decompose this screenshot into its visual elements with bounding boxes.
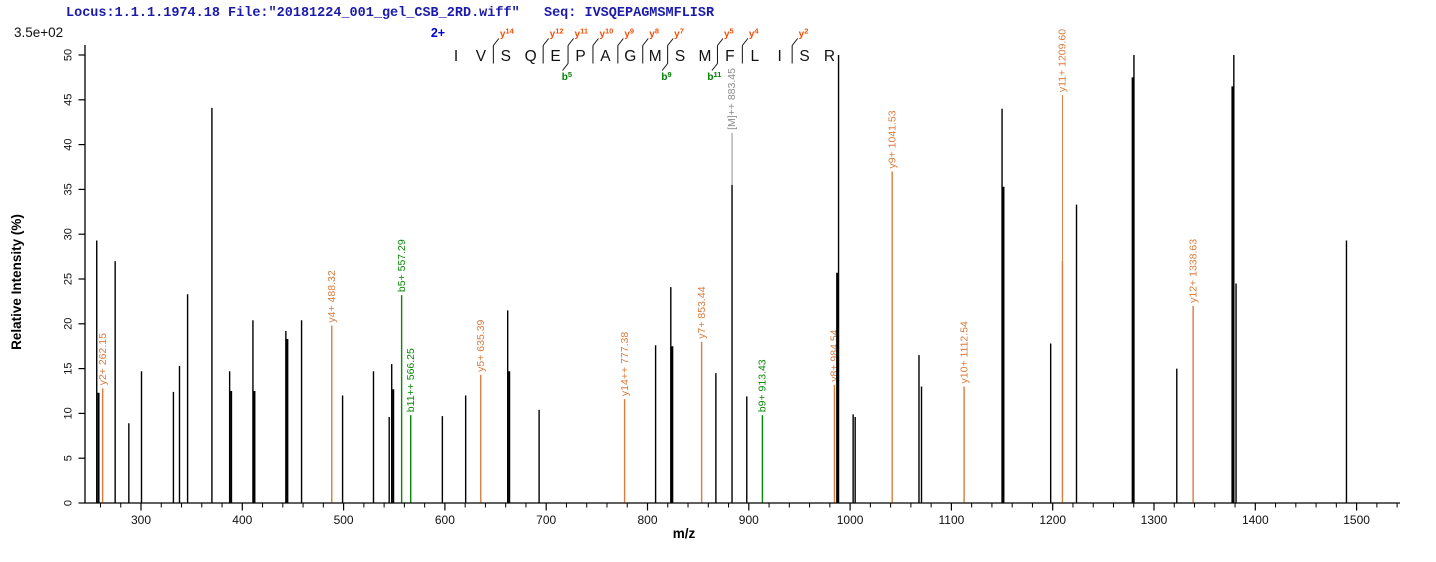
ladder-b-connector <box>711 63 718 71</box>
ladder-y-ion-label: y11 <box>575 27 589 41</box>
peak-label: y14++ 777.38 <box>619 332 631 396</box>
ladder-residue: S <box>675 48 685 65</box>
x-tick-label: 900 <box>739 513 759 527</box>
ladder-y-connector <box>667 38 674 46</box>
ladder-y-connector <box>791 38 799 46</box>
ladder-y-connector <box>741 38 749 46</box>
header-locus-line: Locus:1.1.1.1974.18 File:"20181224_001_g… <box>66 6 715 21</box>
peaks-group: y2+ 262.15 y4+ 488.32 b5+ 557.29 b11++ 566.… <box>96 29 1348 503</box>
ladder-residue: E <box>550 48 560 65</box>
x-tick-label: 400 <box>232 513 252 527</box>
peak-label: b5+ 557.29 <box>396 239 408 292</box>
x-tick-label: 1300 <box>1141 513 1168 527</box>
axis-frame <box>84 45 1400 504</box>
y-tick-label: 20 <box>63 318 75 330</box>
ladder-residue: P <box>575 48 585 65</box>
x-tick-label: 1200 <box>1039 513 1066 527</box>
peak-label: y7+ 853.44 <box>696 286 708 338</box>
y-axis-title: Relative Intensity (%) <box>9 214 24 350</box>
peak-label: y9+ 1041.53 <box>886 110 898 168</box>
ladder-residue: S <box>501 48 511 65</box>
peak-label: y2+ 262.15 <box>97 333 109 385</box>
ladder-y-ion-label: y10 <box>599 27 613 41</box>
ladder-residue: Q <box>525 48 537 65</box>
ladder-y-connector <box>642 38 649 46</box>
ladder-residue: I <box>454 48 458 65</box>
intensity-scale-label: 3.5e+02 <box>14 25 63 40</box>
y-tick-label: 0 <box>63 500 75 506</box>
ladder-residue: L <box>750 48 759 65</box>
x-tick-label: 600 <box>435 513 455 527</box>
ladder-residue: V <box>476 48 487 65</box>
y-tick-label: 45 <box>63 94 75 106</box>
x-tick-label: 300 <box>131 513 151 527</box>
x-tick-label: 1400 <box>1242 513 1269 527</box>
ladder-y-ion-label: y7 <box>674 27 684 41</box>
ladder-y-ion-label: y8 <box>649 27 659 41</box>
x-tick-label: 1000 <box>837 513 864 527</box>
y-tick-label: 5 <box>63 455 75 461</box>
x-axis-title: m/z <box>673 526 696 541</box>
peak-label: y12+ 1338.63 <box>1187 239 1199 303</box>
ladder-y-connector <box>717 38 724 46</box>
ladder-residue: G <box>624 48 636 65</box>
ladder-y-connector <box>617 38 624 46</box>
x-tick-label: 1100 <box>938 513 964 527</box>
ladder-y-connector <box>542 38 550 46</box>
peak-label: [M]++ 883.45 <box>726 68 738 130</box>
ladder-y-ion-label: y4 <box>749 27 760 41</box>
axes-group: 0 5 10 15 20 25 30 35 40 45 50 300 400 500 600 700 800 90… <box>63 45 1400 527</box>
ladder-b-connector <box>562 63 569 71</box>
ladder-y-ion-label: y9 <box>624 27 634 41</box>
ladder-y-ion-label: y2 <box>799 27 809 41</box>
ladder-b-connector <box>661 63 669 71</box>
peak-label: y10+ 1112.54 <box>958 321 970 384</box>
x-tick-label: 1500 <box>1343 513 1370 527</box>
y-tick-label: 30 <box>63 228 75 240</box>
y-tick-label: 35 <box>63 183 75 195</box>
ladder-b-ion-label: b11 <box>707 70 721 83</box>
ladder-residue: M <box>649 48 662 65</box>
ladder-residue: I <box>778 48 782 65</box>
ladder-residue: S <box>799 48 809 65</box>
x-tick-label: 800 <box>637 513 657 527</box>
ladder-residue: R <box>824 48 835 65</box>
y-tick-label: 40 <box>63 138 75 150</box>
ladder-residue: M <box>699 48 712 65</box>
y-tick-label: 10 <box>63 407 75 419</box>
ladder-y-ion-label: y14 <box>500 27 515 41</box>
peak-label: b11++ 566.25 <box>405 348 417 412</box>
peak-label: y5+ 635.39 <box>475 319 487 371</box>
peak-label: y4+ 488.32 <box>326 270 338 322</box>
ladder-b-ion-label: b9 <box>661 70 671 83</box>
ladder-residue: A <box>600 48 611 65</box>
ladder-y-connector <box>492 38 500 46</box>
ladder-y-connector <box>567 38 574 46</box>
ladder-residue: F <box>725 48 734 65</box>
ladder-y-ion-label: y5 <box>724 27 734 41</box>
y-tick-label: 15 <box>63 362 75 374</box>
x-tick-label: 700 <box>536 513 556 527</box>
ladder-y-connector <box>592 38 599 46</box>
y-tick-label: 50 <box>63 49 75 61</box>
x-tick-label: 500 <box>334 513 354 527</box>
ladder-b-ion-label: b5 <box>562 70 572 83</box>
y-tick-label: 25 <box>63 273 75 285</box>
peak-label: y11+ 1209.60 <box>1057 29 1069 92</box>
peak-label: b9+ 913.43 <box>757 359 769 412</box>
precursor-charge-label: 2+ <box>431 26 445 40</box>
ladder-y-ion-label: y12 <box>550 27 564 41</box>
